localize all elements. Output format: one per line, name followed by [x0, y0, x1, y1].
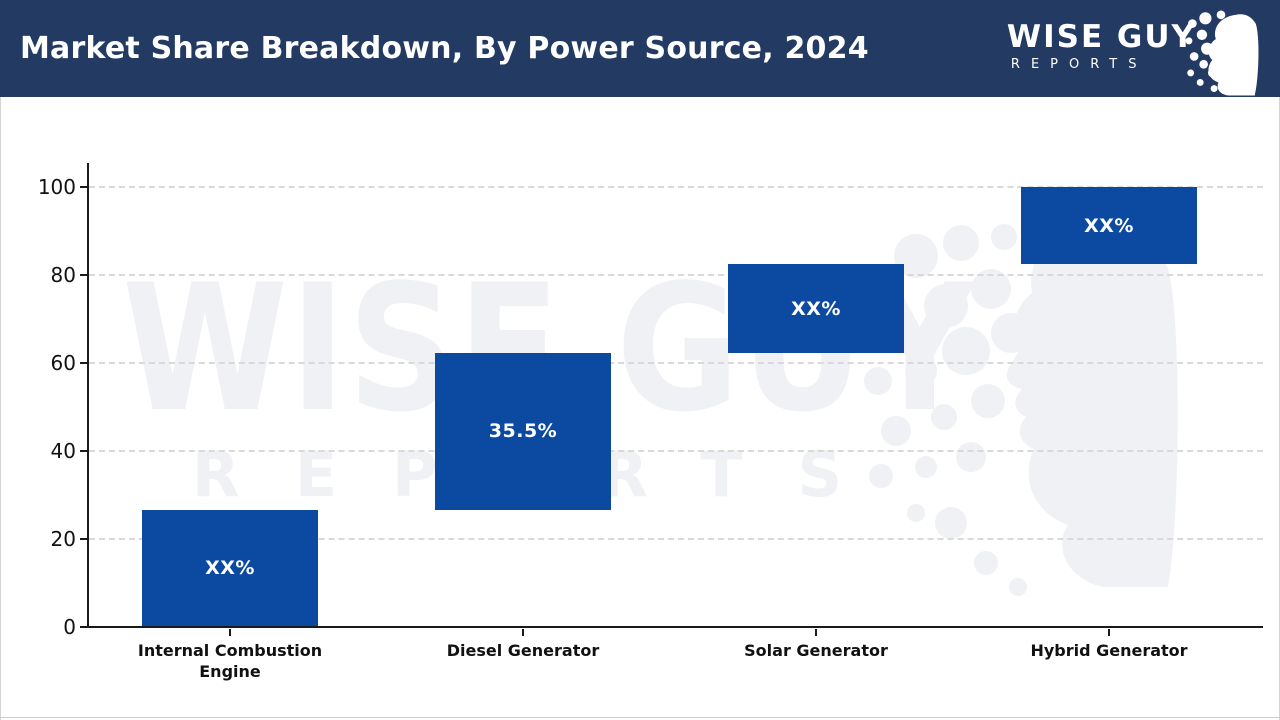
- header-bar: Market Share Breakdown, By Power Source,…: [0, 0, 1280, 97]
- gridline: [89, 274, 1263, 276]
- watermark-face-graphic: [856, 220, 1186, 602]
- y-axis-tick: [80, 274, 88, 276]
- x-axis-category-label: Hybrid Generator: [1030, 641, 1188, 660]
- y-axis-tick: [80, 186, 88, 188]
- y-axis-tick-label: 80: [50, 263, 76, 287]
- y-axis-tick: [80, 362, 88, 364]
- bar: 35.5%: [435, 353, 611, 510]
- bar: XX%: [1021, 187, 1197, 264]
- x-axis-tick: [229, 629, 231, 636]
- y-axis-tick-label: 100: [37, 175, 76, 199]
- frame-border-bottom: [0, 717, 1280, 718]
- bar-value-label: 35.5%: [488, 420, 558, 443]
- y-axis-tick: [80, 538, 88, 540]
- bar-value-label: XX%: [1084, 214, 1134, 237]
- y-axis-tick-label: 40: [50, 439, 76, 463]
- y-axis-tick-label: 0: [63, 615, 76, 639]
- y-axis-spine: [87, 163, 89, 628]
- x-axis-tick: [522, 629, 524, 636]
- y-axis-tick: [80, 626, 88, 628]
- page-title: Market Share Breakdown, By Power Source,…: [20, 31, 869, 66]
- x-axis-tick: [1108, 629, 1110, 636]
- y-axis-tick: [80, 450, 88, 452]
- x-axis-category-label: Diesel Generator: [446, 641, 600, 660]
- bar-value-label: XX%: [205, 557, 255, 580]
- x-axis-category-label: Internal Combustion Engine: [137, 641, 323, 681]
- bar: XX%: [142, 509, 318, 627]
- x-axis-category-label: Solar Generator: [744, 641, 888, 660]
- gridline: [89, 538, 1263, 540]
- gridline: [89, 362, 1263, 364]
- logo-face-icon: [1182, 9, 1260, 97]
- gridline: [89, 186, 1263, 188]
- frame-border-left: [0, 97, 1, 720]
- x-axis-tick: [815, 629, 817, 636]
- logo-subtext: REPORTS: [1010, 56, 1148, 72]
- gridline: [89, 450, 1263, 452]
- x-axis-spine: [87, 626, 1263, 628]
- brand-logo: WISE GUY REPORTS: [1006, 10, 1259, 96]
- y-axis-tick-label: 60: [50, 351, 76, 375]
- logo-wordmark: WISE GUY: [1006, 19, 1196, 56]
- y-axis-tick-label: 20: [50, 527, 76, 551]
- bar-value-label: XX%: [791, 297, 841, 320]
- bar: XX%: [728, 264, 904, 354]
